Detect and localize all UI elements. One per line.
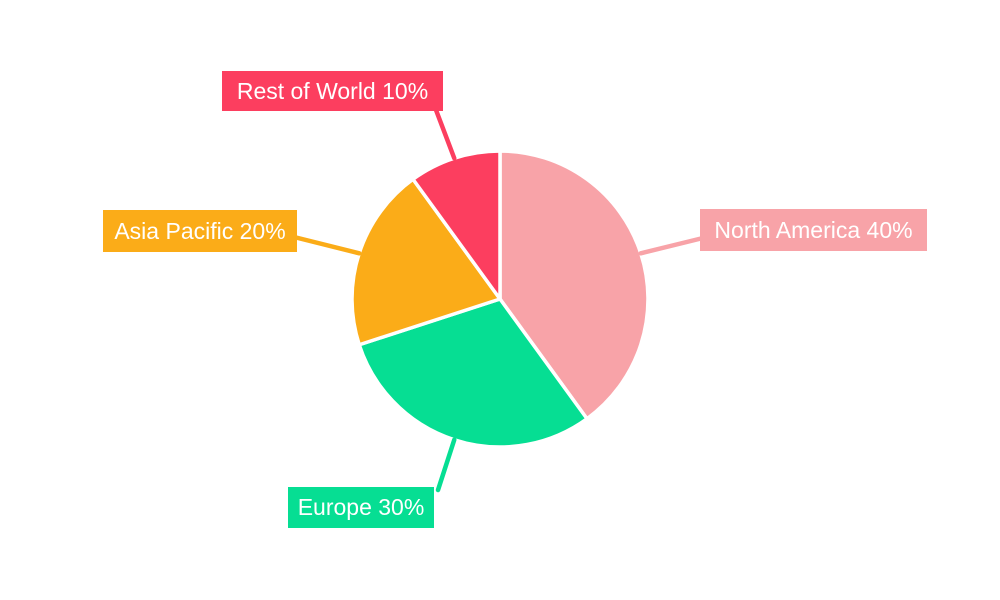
leader-line-asia-pacific	[291, 234, 362, 256]
pie-callout-europe: Europe 30%	[288, 487, 434, 528]
pie-callout-asia-pacific: Asia Pacific 20%	[103, 210, 297, 252]
leader-line-europe	[435, 437, 457, 493]
pie-callout-north-america: North America 40%	[700, 209, 927, 251]
leader-line-north-america	[638, 235, 706, 256]
pie-callout-rest-of-world: Rest of World 10%	[222, 71, 443, 111]
leader-line-rest-of-world	[433, 107, 457, 161]
